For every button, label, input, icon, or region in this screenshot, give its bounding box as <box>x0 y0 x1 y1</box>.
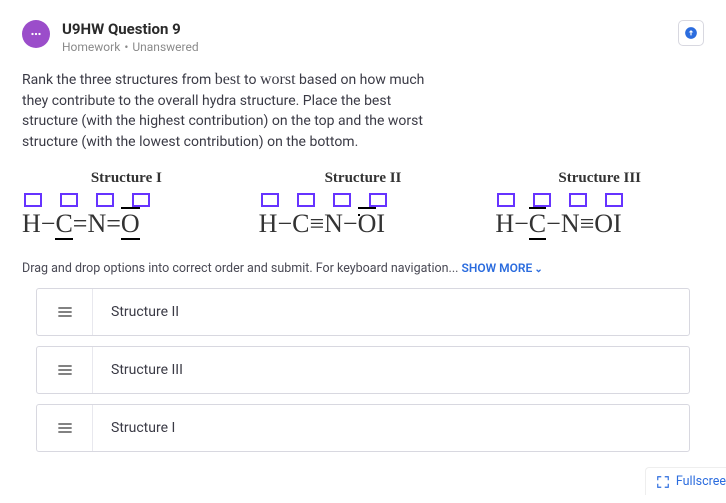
question-meta: Homework • Unanswered <box>62 40 666 54</box>
title-block: U9HW Question 9 Homework • Unanswered <box>62 20 666 54</box>
structure-1-label: Structure I <box>22 170 231 187</box>
placeholder-box[interactable] <box>369 193 387 207</box>
structure-1-boxes <box>22 193 231 207</box>
chevron-down-icon: ⌄ <box>534 264 542 275</box>
prompt-worst: worst <box>260 71 296 88</box>
rank-item-label: Structure III <box>93 362 183 378</box>
prompt-mid: to <box>241 72 260 88</box>
show-more-link[interactable]: SHOW MORE⌄ <box>462 261 543 275</box>
prompt-best: best <box>215 71 241 88</box>
placeholder-box[interactable] <box>24 193 42 207</box>
structure-3: Structure III H−C−N≡OI <box>495 170 704 237</box>
rank-item[interactable]: Structure I <box>36 404 690 452</box>
placeholder-box[interactable] <box>60 193 78 207</box>
rank-item-label: Structure II <box>93 304 179 320</box>
placeholder-box[interactable] <box>605 193 623 207</box>
placeholder-box[interactable] <box>96 193 114 207</box>
placeholder-box[interactable] <box>533 193 551 207</box>
question-title: U9HW Question 9 <box>62 20 666 38</box>
drag-handle-icon[interactable] <box>37 289 93 335</box>
structure-2-formula: H−C≡N−OI <box>259 211 468 237</box>
show-more-label: SHOW MORE <box>462 261 533 275</box>
chat-icon <box>22 20 50 48</box>
structures-row: Structure I H−C=N=O Structure II H−C≡N−O… <box>22 166 704 241</box>
rank-item-label: Structure I <box>93 420 175 436</box>
arrow-up-icon <box>684 26 698 40</box>
placeholder-box[interactable] <box>569 193 587 207</box>
placeholder-box[interactable] <box>132 193 150 207</box>
rank-list: Structure II Structure III Structure I <box>22 288 704 452</box>
placeholder-box[interactable] <box>261 193 279 207</box>
fullscreen-button[interactable]: Fullscree <box>645 467 726 495</box>
drag-handle-icon[interactable] <box>37 405 93 451</box>
structure-3-label: Structure III <box>495 170 704 187</box>
fullscreen-label: Fullscree <box>676 474 726 489</box>
question-prompt: Rank the three structures from best to w… <box>22 68 442 152</box>
meta-status: Unanswered <box>132 40 198 54</box>
rank-item[interactable]: Structure III <box>36 346 690 394</box>
structure-2-boxes <box>259 193 468 207</box>
structure-3-formula: H−C−N≡OI <box>495 211 704 237</box>
question-header: U9HW Question 9 Homework • Unanswered <box>22 20 704 54</box>
drag-handle-icon[interactable] <box>37 347 93 393</box>
structure-2-label: Structure II <box>259 170 468 187</box>
structure-2: Structure II H−C≡N−OI <box>259 170 468 237</box>
structure-1-formula: H−C=N=O <box>22 211 231 237</box>
placeholder-box[interactable] <box>333 193 351 207</box>
scroll-up-button[interactable] <box>678 20 704 46</box>
structure-1: Structure I H−C=N=O <box>22 170 231 237</box>
question-card: U9HW Question 9 Homework • Unanswered Rank… <box>0 0 726 472</box>
structure-3-boxes <box>495 193 704 207</box>
meta-category: Homework <box>62 40 120 54</box>
rank-item[interactable]: Structure II <box>36 288 690 336</box>
instruction-line: Drag and drop options into correct order… <box>22 261 704 276</box>
meta-separator: • <box>124 40 128 54</box>
placeholder-box[interactable] <box>297 193 315 207</box>
fullscreen-icon <box>656 475 670 489</box>
instruction-text: Drag and drop options into correct order… <box>22 261 462 276</box>
placeholder-box[interactable] <box>497 193 515 207</box>
prompt-pre: Rank the three structures from <box>22 72 215 88</box>
